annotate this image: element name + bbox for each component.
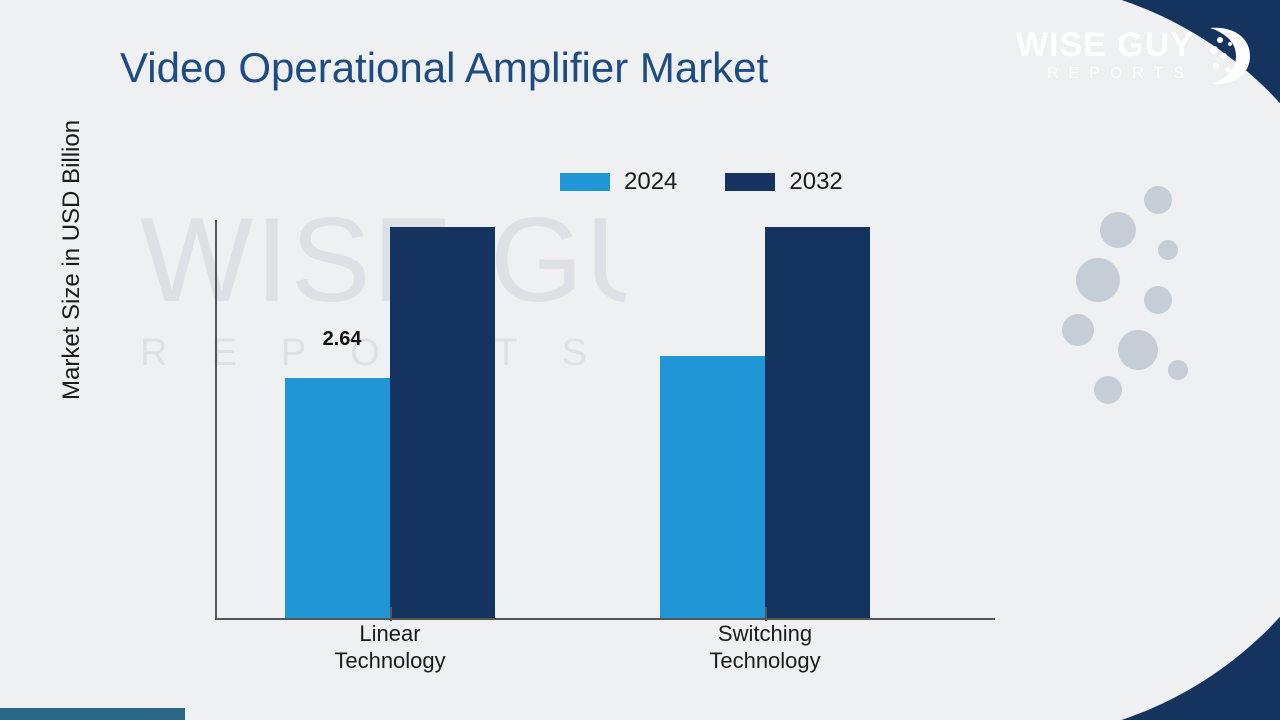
legend-label: 2032 bbox=[789, 168, 842, 196]
footer-accent-bar bbox=[0, 708, 185, 720]
brand-main-text: WISE GUY bbox=[1016, 28, 1194, 62]
brand-block: WISE GUY REPORTS bbox=[1016, 28, 1252, 82]
watermark-dots-icon bbox=[1008, 170, 1218, 430]
brand-head-icon bbox=[1200, 26, 1252, 86]
bar bbox=[660, 356, 765, 618]
legend-swatch bbox=[725, 173, 775, 191]
chart-stage: WISE GUY REPORTS Video Operational Ampli… bbox=[0, 0, 1280, 720]
bar bbox=[285, 378, 390, 618]
x-axis-line bbox=[215, 618, 995, 620]
plot-area: 2.64LinearTechnologySwitchingTechnology bbox=[100, 220, 970, 620]
bar bbox=[765, 227, 870, 618]
chart-title: Video Operational Amplifier Market bbox=[120, 44, 768, 92]
x-axis-category-label: LinearTechnology bbox=[280, 621, 500, 674]
y-axis-line bbox=[215, 220, 217, 620]
bar-value-label: 2.64 bbox=[323, 328, 362, 351]
y-axis-label: Market Size in USD Billion bbox=[58, 120, 86, 400]
bar-group: 2.64 bbox=[285, 227, 495, 618]
x-axis-category-label: SwitchingTechnology bbox=[655, 621, 875, 674]
x-axis-tick bbox=[765, 607, 767, 621]
legend-label: 2024 bbox=[624, 168, 677, 196]
legend-item-2032: 2032 bbox=[725, 168, 842, 196]
bar-group bbox=[660, 227, 870, 618]
brand-sub-text: REPORTS bbox=[1016, 66, 1194, 82]
legend-swatch bbox=[560, 173, 610, 191]
x-axis-tick bbox=[390, 607, 392, 621]
chart-legend: 2024 2032 bbox=[560, 168, 843, 196]
bar bbox=[390, 227, 495, 618]
legend-item-2024: 2024 bbox=[560, 168, 677, 196]
